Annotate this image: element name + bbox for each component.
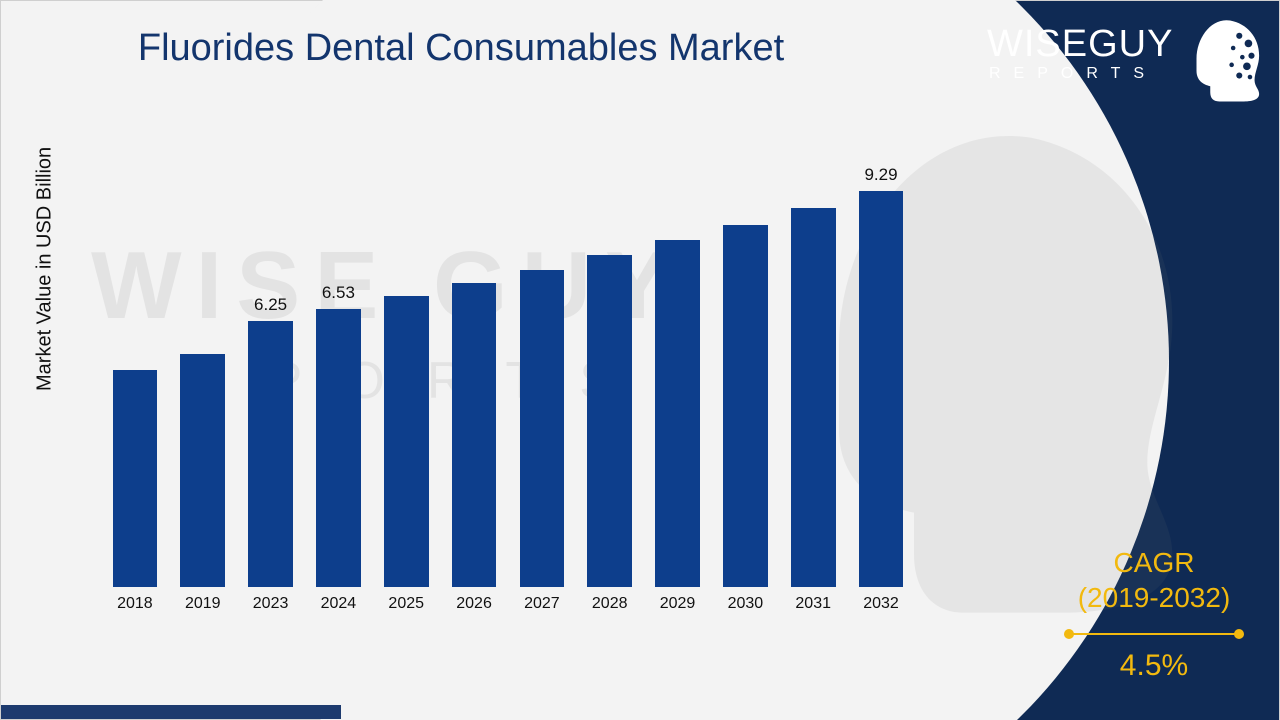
x-tick-label: 2031	[779, 587, 847, 621]
report-card: WISE GUY EPORTS Fluorides Dental Consuma…	[0, 0, 1280, 720]
x-tick-label: 2019	[169, 587, 237, 621]
cagr-label-2: (2019-2032)	[1029, 580, 1279, 615]
bar-column	[508, 270, 576, 587]
logo-word-1: WISE	[987, 23, 1088, 65]
x-tick-label: 2026	[440, 587, 508, 621]
cagr-value: 4.5%	[1029, 649, 1279, 683]
logo-word-2: GUY	[1088, 23, 1173, 65]
bar	[520, 270, 565, 587]
bar	[859, 191, 904, 587]
y-axis-label: Market Value in USD Billion	[34, 147, 57, 391]
bar-column: 6.25	[237, 321, 305, 587]
bar-value-label: 6.25	[254, 295, 287, 315]
cagr-divider	[1069, 633, 1239, 635]
x-tick-label: 2028	[576, 587, 644, 621]
bar-column	[576, 255, 644, 587]
x-tick-label: 2018	[101, 587, 169, 621]
bar	[723, 225, 768, 587]
bar-column	[101, 370, 169, 587]
logo-head-icon	[1185, 19, 1263, 103]
x-axis: 2018201920232024202520262027202820292030…	[95, 587, 921, 621]
x-tick-label: 2029	[644, 587, 712, 621]
bar-column	[440, 283, 508, 587]
cagr-block: CAGR (2019-2032) 4.5%	[1029, 545, 1279, 683]
bar-column: 9.29	[847, 191, 915, 587]
x-tick-label: 2027	[508, 587, 576, 621]
bar-column	[644, 240, 712, 587]
bar-column	[372, 296, 440, 587]
bar-column	[711, 225, 779, 587]
brand-logo: WISEGUY REPORTS	[987, 25, 1257, 83]
bar-value-label: 6.53	[322, 283, 355, 303]
bars-container: 6.256.539.29	[95, 161, 921, 587]
bar	[316, 309, 361, 587]
bar	[587, 255, 632, 587]
x-tick-label: 2023	[237, 587, 305, 621]
bar	[655, 240, 700, 587]
bar-column	[779, 208, 847, 587]
cagr-label-1: CAGR	[1029, 545, 1279, 580]
x-tick-label: 2024	[304, 587, 372, 621]
bar-column	[169, 354, 237, 587]
x-tick-label: 2025	[372, 587, 440, 621]
bar	[452, 283, 497, 587]
bar-value-label: 9.29	[864, 165, 897, 185]
bar	[384, 296, 429, 587]
bar	[180, 354, 225, 587]
bar	[248, 321, 293, 587]
x-tick-label: 2030	[711, 587, 779, 621]
chart-title: Fluorides Dental Consumables Market	[1, 27, 921, 70]
bottom-accent-strip	[1, 705, 341, 719]
x-tick-label: 2032	[847, 587, 915, 621]
bar-chart: Market Value in USD Billion 6.256.539.29…	[51, 161, 921, 621]
bar	[791, 208, 836, 587]
bar	[113, 370, 158, 587]
plot-area: 6.256.539.29	[95, 161, 921, 587]
bar-column: 6.53	[304, 309, 372, 587]
